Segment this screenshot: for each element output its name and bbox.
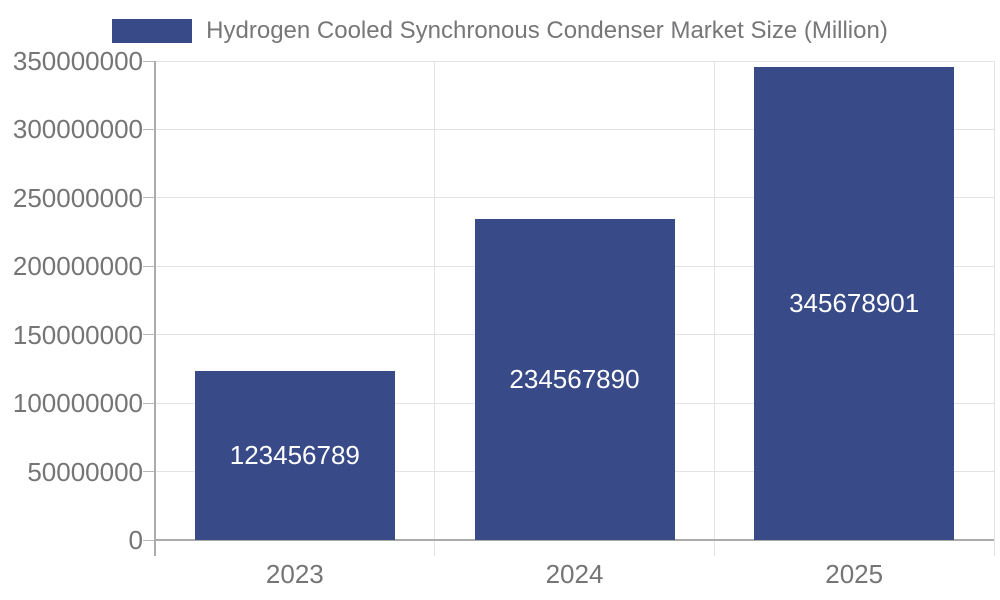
x-axis-tick-label: 2023 xyxy=(265,559,324,589)
x-axis-tick xyxy=(713,540,715,556)
gridline-vertical xyxy=(713,61,715,540)
bar-2024[interactable]: 234567890 xyxy=(474,218,675,540)
y-axis-tick-label: 100000000 xyxy=(12,388,143,419)
y-axis-tick xyxy=(143,128,155,130)
y-axis-tick-label: 250000000 xyxy=(12,182,143,213)
x-axis-tick-label: 2025 xyxy=(825,559,884,589)
bar-value-label: 345678901 xyxy=(789,287,920,318)
y-axis-tick xyxy=(143,334,155,336)
y-axis-tick-label: 50000000 xyxy=(27,456,143,487)
bar-value-label: 123456789 xyxy=(229,440,360,470)
gridline-vertical xyxy=(434,61,436,540)
y-axis-tick xyxy=(143,471,155,473)
gridline-horizontal xyxy=(155,60,994,62)
x-axis-line xyxy=(155,539,994,541)
x-axis-tick xyxy=(434,540,436,556)
y-axis-tick-label: 300000000 xyxy=(12,114,143,145)
bar-value-label: 234567890 xyxy=(509,363,640,394)
y-axis-line xyxy=(154,61,156,556)
y-axis-tick-label: 350000000 xyxy=(12,46,143,76)
x-axis-tick xyxy=(993,540,995,556)
y-axis-tick-label: 200000000 xyxy=(12,251,143,282)
legend[interactable]: Hydrogen Cooled Synchronous Condenser Ma… xyxy=(0,12,1000,50)
bar-2023[interactable]: 123456789 xyxy=(194,371,395,540)
y-axis-tick xyxy=(143,60,155,62)
y-axis-tick-label: 150000000 xyxy=(12,319,143,350)
gridline-horizontal xyxy=(155,128,994,130)
bar-2025[interactable]: 345678901 xyxy=(754,66,955,540)
legend-swatch xyxy=(112,19,193,43)
gridline-horizontal xyxy=(155,197,994,199)
y-axis-tick xyxy=(143,539,155,541)
y-axis-tick xyxy=(143,402,155,404)
y-axis-tick xyxy=(143,265,155,267)
gridline-vertical xyxy=(993,61,995,540)
x-axis-tick-label: 2024 xyxy=(545,559,604,589)
y-axis-tick-label: 0 xyxy=(128,525,143,555)
y-axis-tick xyxy=(143,197,155,199)
legend-label: Hydrogen Cooled Synchronous Condenser Ma… xyxy=(206,17,888,44)
